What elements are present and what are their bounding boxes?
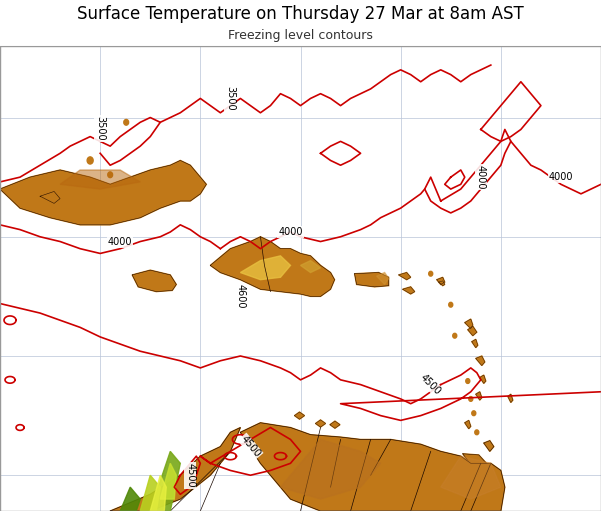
Circle shape xyxy=(469,397,473,401)
Polygon shape xyxy=(330,421,340,428)
Polygon shape xyxy=(377,272,389,285)
Circle shape xyxy=(466,379,470,383)
Polygon shape xyxy=(465,421,471,429)
Circle shape xyxy=(466,456,471,461)
Polygon shape xyxy=(240,423,505,511)
Polygon shape xyxy=(476,356,485,365)
Polygon shape xyxy=(140,475,160,511)
Text: 4000: 4000 xyxy=(476,165,486,190)
Polygon shape xyxy=(294,412,305,419)
Polygon shape xyxy=(40,192,60,203)
Polygon shape xyxy=(403,287,415,294)
Circle shape xyxy=(453,333,457,338)
Polygon shape xyxy=(316,420,326,427)
Text: 3500: 3500 xyxy=(225,86,236,111)
Text: Freezing level contours: Freezing level contours xyxy=(228,29,373,42)
Polygon shape xyxy=(132,270,176,292)
Circle shape xyxy=(108,172,112,178)
Text: 4000: 4000 xyxy=(278,227,303,237)
Polygon shape xyxy=(468,326,477,336)
Polygon shape xyxy=(463,454,491,475)
Polygon shape xyxy=(60,170,140,189)
Polygon shape xyxy=(120,487,140,511)
Polygon shape xyxy=(0,160,206,225)
Polygon shape xyxy=(160,463,176,499)
Polygon shape xyxy=(281,439,380,499)
Polygon shape xyxy=(300,261,320,272)
Polygon shape xyxy=(150,451,180,511)
Circle shape xyxy=(449,303,453,307)
Circle shape xyxy=(472,411,476,415)
Polygon shape xyxy=(484,440,494,451)
Text: 4500: 4500 xyxy=(418,373,443,397)
Polygon shape xyxy=(110,428,240,511)
Text: Surface Temperature on Thursday 27 Mar at 8am AST: Surface Temperature on Thursday 27 Mar a… xyxy=(77,5,524,23)
Polygon shape xyxy=(441,456,501,499)
Polygon shape xyxy=(465,319,473,329)
Circle shape xyxy=(87,157,93,164)
Polygon shape xyxy=(480,375,486,383)
Text: 4500: 4500 xyxy=(239,434,262,459)
Text: 3500: 3500 xyxy=(95,116,105,141)
Circle shape xyxy=(475,430,479,435)
Circle shape xyxy=(429,271,433,276)
Polygon shape xyxy=(210,237,335,296)
Polygon shape xyxy=(439,281,445,286)
Polygon shape xyxy=(150,475,166,511)
Text: 4000: 4000 xyxy=(108,237,132,246)
Polygon shape xyxy=(355,272,389,287)
Polygon shape xyxy=(437,277,445,285)
Circle shape xyxy=(124,120,129,125)
Polygon shape xyxy=(240,256,290,280)
Polygon shape xyxy=(398,272,410,280)
Text: 4500: 4500 xyxy=(185,463,195,487)
Polygon shape xyxy=(508,394,513,403)
Polygon shape xyxy=(472,339,478,347)
Text: 4000: 4000 xyxy=(549,172,573,182)
Polygon shape xyxy=(476,392,482,400)
Text: 4600: 4600 xyxy=(236,284,245,309)
